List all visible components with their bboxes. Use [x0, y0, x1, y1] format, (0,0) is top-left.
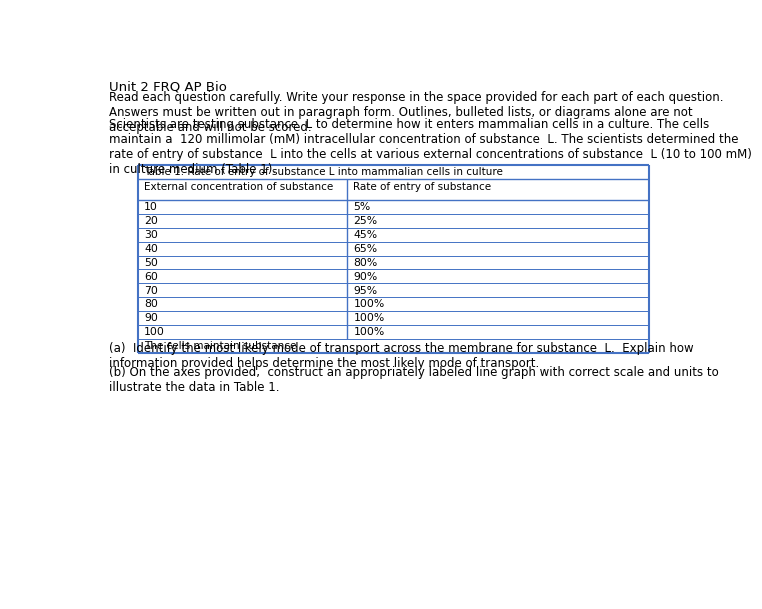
Text: 90%: 90% — [354, 272, 378, 282]
Text: 100%: 100% — [354, 313, 385, 323]
Text: 100: 100 — [144, 327, 165, 337]
Text: 60: 60 — [144, 272, 158, 282]
Text: 20: 20 — [144, 216, 158, 227]
Text: 40: 40 — [144, 244, 158, 254]
Text: 95%: 95% — [354, 286, 377, 295]
Text: 30: 30 — [144, 230, 158, 240]
Text: Table 1. Rate of entry of substance L into mammalian cells in culture: Table 1. Rate of entry of substance L in… — [144, 167, 503, 177]
Text: 70: 70 — [144, 286, 158, 295]
Text: 100%: 100% — [354, 300, 385, 309]
Text: (b) On the axes provided,  construct an appropriately labeled line graph with co: (b) On the axes provided, construct an a… — [109, 367, 719, 395]
Text: 5%: 5% — [354, 202, 370, 213]
Text: 80%: 80% — [354, 258, 378, 268]
Text: 50: 50 — [144, 258, 158, 268]
Text: Scientists are testing substance  L to determine how it enters mammalian cells i: Scientists are testing substance L to de… — [109, 118, 752, 176]
Text: 45%: 45% — [354, 230, 377, 240]
Text: Rate of entry of substance: Rate of entry of substance — [354, 181, 495, 192]
Text: External concentration of substance: External concentration of substance — [144, 181, 337, 192]
Text: 65%: 65% — [354, 244, 377, 254]
Text: (a)  Identify the most likely mode of transport across the membrane for substanc: (a) Identify the most likely mode of tra… — [109, 342, 694, 370]
Text: Read each question carefully. Write your response in the space provided for each: Read each question carefully. Write your… — [109, 91, 724, 134]
Text: 100%: 100% — [354, 327, 385, 337]
Text: 25%: 25% — [354, 216, 377, 227]
Text: Unit 2 FRQ AP Bio: Unit 2 FRQ AP Bio — [109, 80, 227, 93]
Text: The cells maintain substance: The cells maintain substance — [144, 341, 299, 351]
Text: 80: 80 — [144, 300, 158, 309]
Text: 10: 10 — [144, 202, 158, 213]
Text: 90: 90 — [144, 313, 158, 323]
